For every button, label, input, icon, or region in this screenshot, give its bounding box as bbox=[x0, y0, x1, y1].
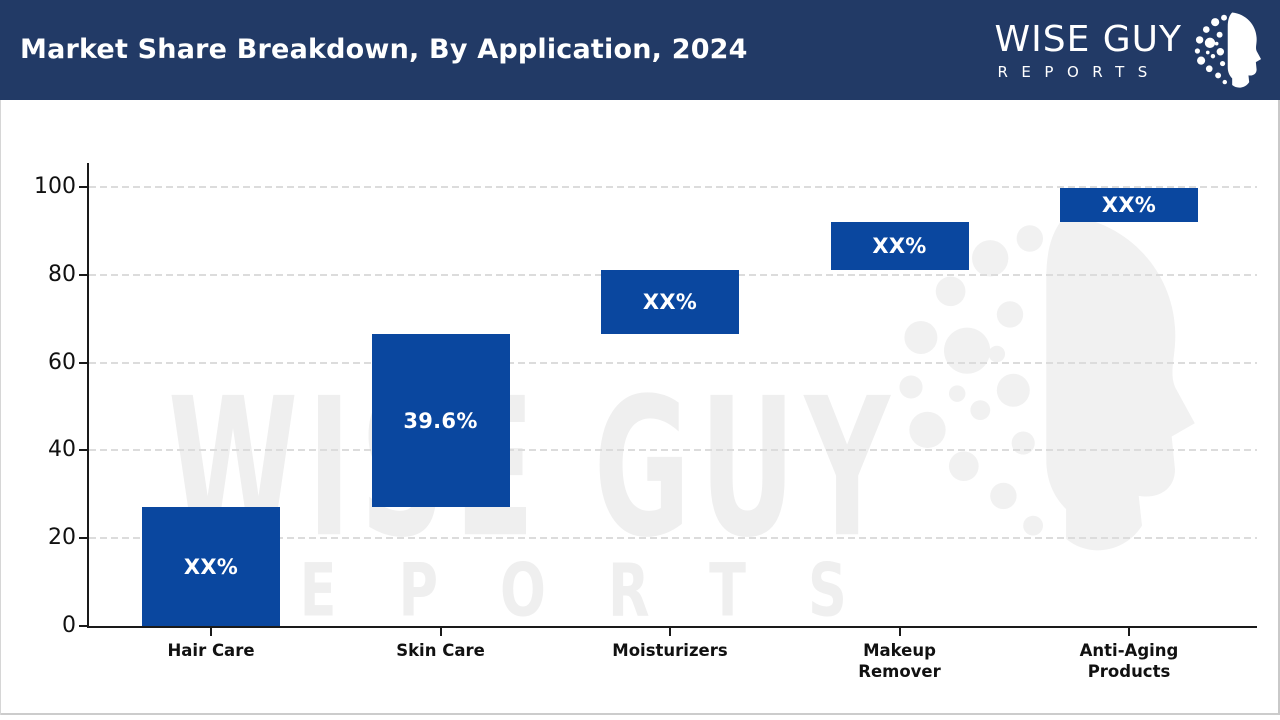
header-banner: Market Share Breakdown, By Application, … bbox=[0, 0, 1280, 100]
x-category-label-4: Anti-Aging Products bbox=[1079, 641, 1179, 681]
y-gridline-100 bbox=[89, 186, 1257, 188]
page-right-border bbox=[1278, 100, 1280, 715]
y-gridline-60 bbox=[89, 361, 1257, 364]
logo-text: WISE GUY REPORTS bbox=[995, 20, 1183, 82]
x-tick-1 bbox=[439, 628, 442, 636]
bar-hair-care: XX% bbox=[142, 507, 280, 626]
bar-value-label: XX% bbox=[1101, 193, 1157, 218]
page-left-border bbox=[0, 100, 1, 715]
x-category-label-2: Moisturizers bbox=[612, 641, 728, 660]
bar-value-label: 39.6% bbox=[403, 408, 478, 433]
y-tick-100 bbox=[79, 186, 87, 188]
waterfall-chart: WISE GUY REPORTS 0 20 40 60 80 100 XX% Hair Car… bbox=[0, 100, 1280, 714]
y-tick-80 bbox=[79, 273, 87, 276]
logo-wordmark: WISE GUY bbox=[994, 19, 1182, 60]
bar-value-label: XX% bbox=[183, 554, 239, 579]
y-tick-40 bbox=[79, 449, 87, 452]
y-tick-label-80: 80 bbox=[48, 261, 76, 287]
bar-moisturizers: XX% bbox=[601, 270, 739, 334]
y-tick-label-0: 0 bbox=[62, 613, 76, 638]
x-category-label-1: Skin Care bbox=[396, 641, 485, 660]
wise-guy-head-icon bbox=[1190, 9, 1264, 93]
bar-value-label: XX% bbox=[642, 290, 698, 314]
watermark-subtitle: REPORTS bbox=[196, 548, 909, 634]
y-gridline-20 bbox=[89, 537, 1257, 540]
y-gridline-40 bbox=[89, 449, 1257, 452]
bar-makeup-remover: XX% bbox=[830, 222, 969, 271]
y-tick-label-60: 60 bbox=[48, 349, 76, 375]
x-tick-3 bbox=[898, 628, 901, 636]
x-category-label-0: Hair Care bbox=[167, 641, 255, 660]
x-tick-0 bbox=[210, 628, 212, 636]
y-tick-label-100: 100 bbox=[34, 174, 76, 199]
bar-value-label: XX% bbox=[872, 234, 927, 259]
bar-anti-aging-products: XX% bbox=[1060, 188, 1198, 223]
page-bottom-border bbox=[0, 713, 1280, 715]
y-tick-label-40: 40 bbox=[48, 437, 76, 463]
y-tick-0 bbox=[79, 625, 87, 627]
bar-skin-care: 39.6% bbox=[371, 333, 510, 508]
logo-subtitle: REPORTS bbox=[997, 63, 1161, 81]
y-tick-60 bbox=[79, 361, 87, 364]
x-axis-line bbox=[87, 626, 1257, 628]
x-tick-4 bbox=[1128, 628, 1130, 636]
x-category-label-3: Makeup Remover bbox=[858, 641, 941, 681]
y-tick-20 bbox=[79, 537, 87, 540]
wise-guy-logo: WISE GUY REPORTS bbox=[995, 8, 1265, 94]
y-tick-label-20: 20 bbox=[48, 525, 76, 551]
x-tick-2 bbox=[669, 628, 671, 636]
page-title: Market Share Breakdown, By Application, … bbox=[20, 34, 748, 65]
y-axis-line bbox=[87, 163, 89, 628]
